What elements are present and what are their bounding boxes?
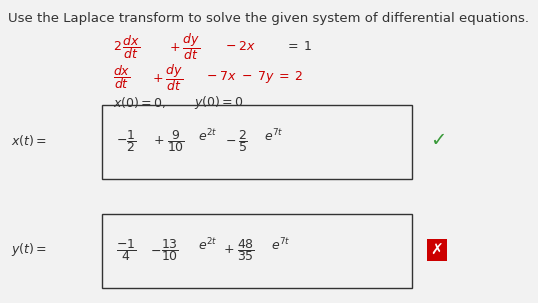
Text: $\dfrac{-1}{4}$: $\dfrac{-1}{4}$: [116, 237, 136, 263]
Text: $e^{7t}$: $e^{7t}$: [271, 237, 290, 253]
Text: $\dfrac{dx}{dt}$: $\dfrac{dx}{dt}$: [113, 63, 130, 91]
Text: $=\;1$: $=\;1$: [285, 41, 313, 53]
Text: $\dfrac{48}{35}$: $\dfrac{48}{35}$: [237, 237, 254, 263]
Text: $+\;\dfrac{dy}{dt}$: $+\;\dfrac{dy}{dt}$: [152, 62, 183, 93]
Text: $2\,\dfrac{dx}{dt}$: $2\,\dfrac{dx}{dt}$: [113, 33, 140, 61]
Text: $e^{7t}$: $e^{7t}$: [264, 128, 283, 144]
Text: $-\dfrac{1}{2}$: $-\dfrac{1}{2}$: [116, 128, 136, 154]
Text: $+$: $+$: [153, 135, 165, 147]
Text: $+$: $+$: [223, 244, 235, 256]
Text: $\dfrac{2}{5}$: $\dfrac{2}{5}$: [238, 128, 248, 154]
Text: $\dfrac{13}{10}$: $\dfrac{13}{10}$: [161, 237, 179, 263]
Text: $x(0) = 0,$: $x(0) = 0,$: [113, 95, 166, 110]
Text: ✗: ✗: [430, 242, 443, 258]
Text: $e^{2t}$: $e^{2t}$: [198, 128, 217, 144]
Text: Use the Laplace transform to solve the given system of differential equations.: Use the Laplace transform to solve the g…: [9, 12, 529, 25]
FancyBboxPatch shape: [102, 214, 412, 288]
Text: ✓: ✓: [430, 132, 447, 150]
Text: $x(t) =$: $x(t) =$: [11, 133, 47, 148]
Text: $+\;\dfrac{dy}{dt}$: $+\;\dfrac{dy}{dt}$: [169, 32, 201, 62]
Text: $y(0) = 0$: $y(0) = 0$: [194, 94, 244, 111]
Text: $e^{2t}$: $e^{2t}$: [198, 237, 217, 253]
Text: $-\;7x\;-\;7y\;=\;2$: $-\;7x\;-\;7y\;=\;2$: [206, 69, 303, 85]
Text: $-\;2x$: $-\;2x$: [225, 41, 256, 53]
Text: $-$: $-$: [225, 135, 236, 147]
Text: $y(t) =$: $y(t) =$: [11, 241, 47, 258]
Text: $\dfrac{9}{10}$: $\dfrac{9}{10}$: [167, 128, 185, 154]
Text: $-$: $-$: [150, 244, 161, 256]
FancyBboxPatch shape: [102, 105, 412, 179]
